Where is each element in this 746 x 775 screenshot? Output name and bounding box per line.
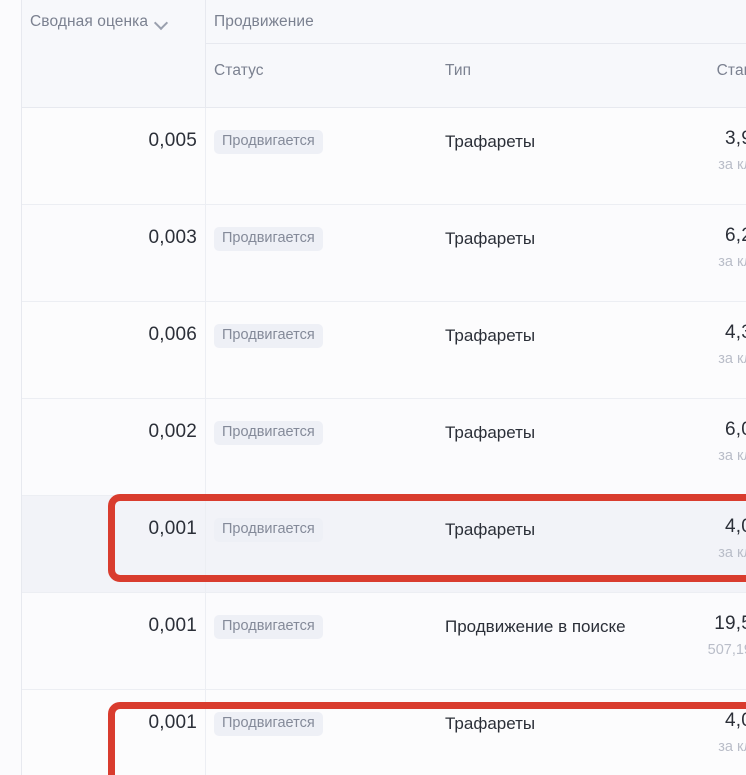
cell-status: Продвигается <box>214 615 323 639</box>
column-header-status[interactable]: Статус <box>214 62 264 79</box>
cell-score: 0,001 <box>148 615 197 636</box>
cell-status: Продвигается <box>214 130 323 154</box>
cell-status: Продвигается <box>214 712 323 736</box>
table-header: Сводная оценка Продвижение Статус Тип Ст… <box>22 0 746 108</box>
bid-unit: за кл <box>718 739 746 755</box>
cell-type: Трафареты <box>445 326 536 345</box>
status-badge: Продвигается <box>214 227 323 251</box>
status-badge: Продвигается <box>214 518 323 542</box>
cell-bid: 6,0 за кл <box>718 419 746 464</box>
bid-value: 3,9 <box>724 128 746 149</box>
bid-unit: за кл <box>718 351 746 367</box>
bid-unit: за кл <box>718 448 746 464</box>
table-row[interactable]: 0,002 Продвигается Трафареты 6,0 за кл <box>22 399 746 496</box>
status-badge: Продвигается <box>214 615 323 639</box>
chevron-down-icon[interactable] <box>155 16 168 29</box>
bid-unit: 507,19 <box>707 642 746 658</box>
column-separator <box>205 690 206 775</box>
bid-value: 6,0 <box>724 419 746 440</box>
bid-unit: за кл <box>718 545 746 561</box>
bid-value: 4,3 <box>724 322 746 343</box>
bid-value: 4,0 <box>724 710 746 731</box>
cell-bid: 3,9 за кл <box>718 128 746 173</box>
cell-bid: 19,5 507,19 <box>708 613 746 658</box>
table-row[interactable]: 0,001 Продвигается Трафареты 4,0 за кл <box>22 496 746 593</box>
bid-value: 6,2 <box>724 225 746 246</box>
cell-score: 0,002 <box>148 421 197 442</box>
column-separator <box>205 108 206 204</box>
subheader-vertical-divider <box>205 44 206 108</box>
cell-score: 0,005 <box>148 130 197 151</box>
status-badge: Продвигается <box>214 130 323 154</box>
column-header-type[interactable]: Тип <box>445 62 472 79</box>
bid-value: 4,0 <box>724 516 746 537</box>
header-vertical-divider <box>205 0 206 44</box>
cell-score: 0,001 <box>148 518 197 539</box>
cell-type: Трафареты <box>445 132 536 151</box>
cell-type: Трафареты <box>445 229 536 248</box>
header-group-divider <box>205 43 746 44</box>
table-header-top-row: Сводная оценка Продвижение <box>22 0 746 44</box>
column-separator <box>205 593 206 689</box>
bid-unit: за кл <box>718 157 746 173</box>
frozen-left-gutter <box>0 0 22 775</box>
cell-bid: 6,2 за кл <box>718 225 746 270</box>
column-header-bid[interactable]: Став <box>716 62 746 79</box>
table-body: 0,005 Продвигается Трафареты 3,9 за кл 0,003 П… <box>22 108 746 775</box>
table-header-sub-row: Статус Тип Став <box>22 44 746 108</box>
column-separator <box>205 496 206 592</box>
cell-status: Продвигается <box>214 324 323 348</box>
bid-value: 19,5 <box>714 613 746 634</box>
cell-status: Продвигается <box>214 421 323 445</box>
cell-status: Продвигается <box>214 227 323 251</box>
bid-unit: за кл <box>718 254 746 270</box>
table-row[interactable]: 0,005 Продвигается Трафареты 3,9 за кл <box>22 108 746 205</box>
cell-score: 0,003 <box>148 227 197 248</box>
column-header-score-label: Сводная оценка <box>30 13 149 30</box>
cell-status: Продвигается <box>214 518 323 542</box>
cell-bid: 4,0 за кл <box>718 710 746 755</box>
table-row[interactable]: 0,003 Продвигается Трафареты 6,2 за кл <box>22 205 746 302</box>
cell-type: Продвижение в поиске <box>445 617 626 636</box>
table-row[interactable]: 0,006 Продвигается Трафареты 4,3 за кл <box>22 302 746 399</box>
status-badge: Продвигается <box>214 421 323 445</box>
status-badge: Продвигается <box>214 712 323 736</box>
column-separator <box>205 399 206 495</box>
cell-type: Трафареты <box>445 423 536 442</box>
cell-type: Трафареты <box>445 520 536 539</box>
cell-bid: 4,0 за кл <box>718 516 746 561</box>
cell-bid: 4,3 за кл <box>718 322 746 367</box>
cell-score: 0,006 <box>148 324 197 345</box>
column-header-score[interactable]: Сводная оценка <box>30 13 205 31</box>
table-row[interactable]: 0,001 Продвигается Продвижение в поиске 19,… <box>22 593 746 690</box>
cell-type: Трафареты <box>445 714 536 733</box>
column-separator <box>205 205 206 301</box>
table-row[interactable]: 0,001 Продвигается Трафареты 4,0 за кл <box>22 690 746 775</box>
status-badge: Продвигается <box>214 324 323 348</box>
column-group-header-promotion: Продвижение <box>214 13 314 30</box>
cell-score: 0,001 <box>148 712 197 733</box>
column-separator <box>205 302 206 398</box>
